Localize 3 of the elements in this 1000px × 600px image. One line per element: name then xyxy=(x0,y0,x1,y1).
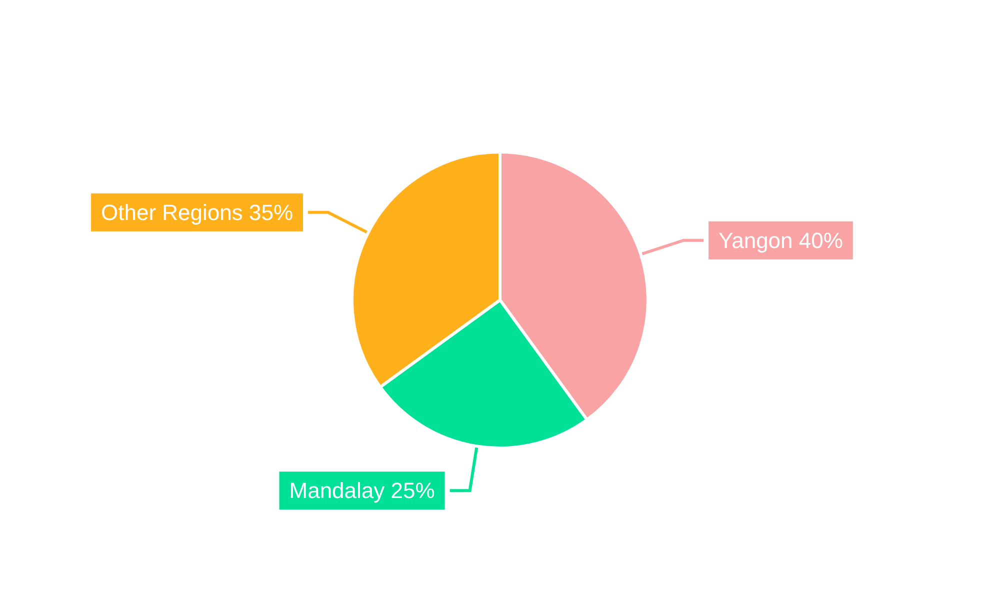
slice-label: Mandalay 25% xyxy=(289,478,435,504)
slice-label: Yangon 40% xyxy=(718,228,843,253)
slice-label: Other Regions 35% xyxy=(101,200,294,225)
